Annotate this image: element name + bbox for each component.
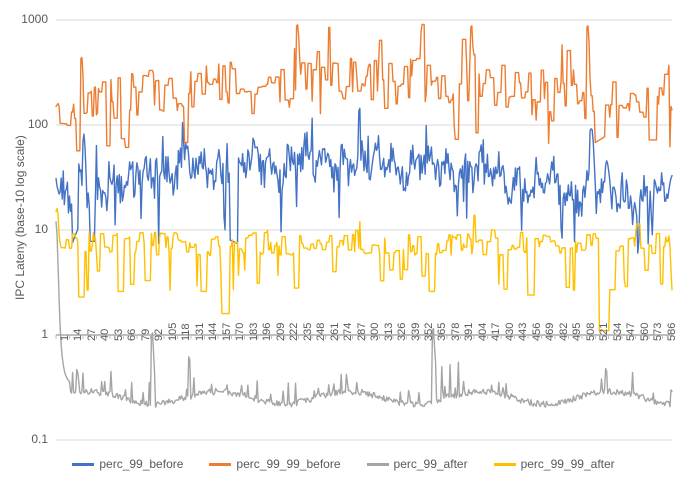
x-tick-label: 170 bbox=[234, 322, 247, 341]
legend-swatch-icon bbox=[493, 462, 516, 466]
legend-item-perc_99_before[interactable]: perc_99_before bbox=[72, 457, 183, 471]
y-axis-title: IPC Lateny (base-10 log scale) bbox=[13, 135, 27, 300]
series-line-perc_99_before bbox=[55, 107, 673, 254]
x-tick-label: 235 bbox=[301, 322, 314, 341]
x-tick-label: 469 bbox=[544, 322, 557, 341]
series-line-perc_99_99_before bbox=[55, 23, 673, 152]
x-tick-label: 274 bbox=[342, 322, 355, 341]
x-tick-label: 131 bbox=[193, 322, 206, 341]
x-tick-label: 326 bbox=[396, 322, 409, 341]
x-tick-label: 534 bbox=[611, 322, 624, 341]
x-tick-label: 547 bbox=[625, 322, 638, 341]
x-tick-label: 339 bbox=[409, 322, 422, 341]
y-tick-label: 0.1 bbox=[31, 432, 48, 446]
x-tick-label: 300 bbox=[369, 322, 382, 341]
x-tick-label: 66 bbox=[126, 328, 139, 341]
x-tick-label: 443 bbox=[517, 322, 530, 341]
x-tick-label: 209 bbox=[274, 322, 287, 341]
chart-legend: perc_99_before perc_99_99_before perc_99_a… bbox=[0, 457, 687, 471]
x-tick-label: 248 bbox=[315, 322, 328, 341]
x-tick-label: 40 bbox=[99, 328, 112, 341]
x-tick-label: 456 bbox=[530, 322, 543, 341]
legend-item-perc_99_99_before[interactable]: perc_99_99_before bbox=[209, 457, 341, 471]
x-tick-label: 391 bbox=[463, 322, 476, 341]
x-tick-label: 417 bbox=[490, 322, 503, 341]
x-tick-label: 482 bbox=[557, 322, 570, 341]
y-tick-label: 1000 bbox=[21, 12, 48, 26]
x-tick-label: 404 bbox=[476, 322, 489, 341]
x-tick-label: 313 bbox=[382, 322, 395, 341]
legend-label: perc_99_99_before bbox=[236, 457, 341, 471]
x-tick-label: 560 bbox=[638, 322, 651, 341]
x-tick-label: 53 bbox=[112, 328, 125, 341]
x-tick-label: 365 bbox=[436, 322, 449, 341]
x-tick-label: 105 bbox=[166, 322, 179, 341]
legend-label: perc_99_99_after bbox=[520, 457, 615, 471]
x-tick-label: 118 bbox=[180, 323, 193, 341]
legend-swatch-icon bbox=[72, 462, 95, 466]
x-tick-label: 430 bbox=[503, 322, 516, 341]
x-tick-label: 183 bbox=[247, 322, 260, 341]
x-tick-label: 495 bbox=[571, 322, 584, 341]
x-tick-label: 521 bbox=[598, 322, 611, 341]
legend-swatch-icon bbox=[209, 462, 232, 466]
x-tick-label: 144 bbox=[207, 322, 220, 341]
x-tick-label: 222 bbox=[288, 322, 301, 341]
legend-swatch-icon bbox=[366, 462, 389, 466]
x-axis-line bbox=[55, 334, 672, 339]
series-line-perc_99_99_after bbox=[55, 207, 673, 332]
x-tick-label: 573 bbox=[652, 322, 665, 341]
legend-label: perc_99_before bbox=[99, 457, 184, 471]
x-tick-label: 79 bbox=[139, 328, 152, 341]
y-tick-label: 1 bbox=[41, 327, 48, 341]
legend-label: perc_99_after bbox=[393, 457, 468, 471]
legend-item-perc_99_after[interactable]: perc_99_after bbox=[366, 457, 468, 471]
x-tick-label: 1 bbox=[59, 334, 71, 341]
x-tick-label: 196 bbox=[261, 322, 274, 341]
series-line-perc_99_after bbox=[55, 220, 673, 408]
x-tick-label: 14 bbox=[72, 328, 85, 341]
legend-item-perc_99_99_after[interactable]: perc_99_99_after bbox=[493, 457, 615, 471]
x-tick-label: 586 bbox=[665, 322, 678, 341]
x-tick-label: 261 bbox=[328, 322, 341, 341]
x-tick-label: 378 bbox=[449, 322, 462, 341]
y-tick-label: 100 bbox=[27, 117, 48, 131]
x-tick-label: 27 bbox=[85, 328, 98, 341]
gridlines bbox=[56, 19, 672, 441]
x-tick-label: 352 bbox=[423, 322, 435, 341]
x-tick-label: 287 bbox=[355, 322, 368, 341]
x-tick-label: 92 bbox=[153, 328, 166, 341]
y-tick-label: 10 bbox=[34, 222, 48, 236]
x-tick-label: 508 bbox=[584, 322, 597, 341]
x-tick-label: 157 bbox=[220, 322, 233, 341]
